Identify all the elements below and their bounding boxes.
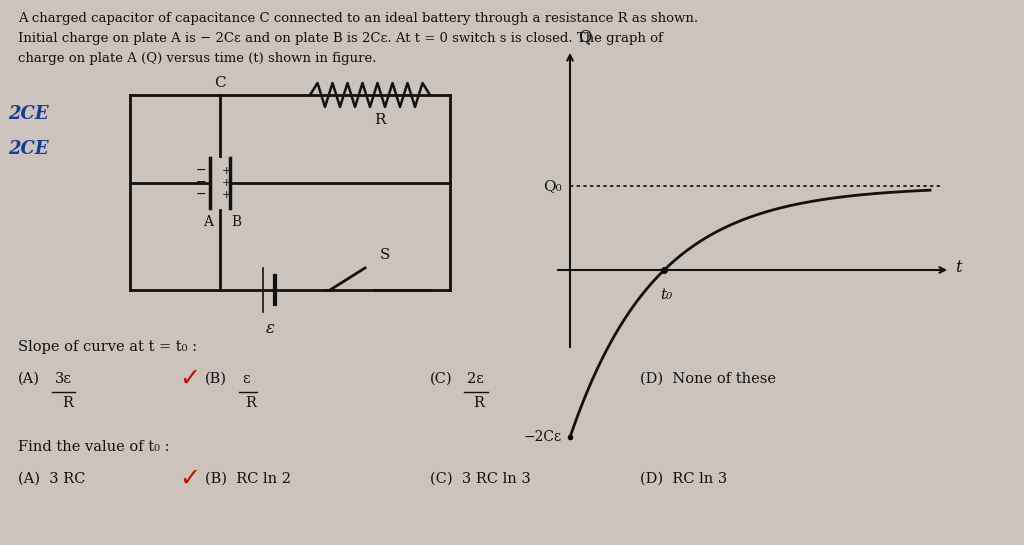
Text: C: C xyxy=(214,76,226,90)
Text: 2CE: 2CE xyxy=(8,140,48,158)
Text: ε: ε xyxy=(265,320,274,337)
Text: R: R xyxy=(473,396,484,410)
Text: Q: Q xyxy=(578,28,592,45)
Text: t: t xyxy=(955,259,962,276)
Text: (A): (A) xyxy=(18,372,40,386)
Text: −2Cε: −2Cε xyxy=(524,430,562,444)
Text: +: + xyxy=(222,178,231,187)
Text: A: A xyxy=(203,215,213,229)
Text: (B): (B) xyxy=(205,372,227,386)
Text: S: S xyxy=(380,248,390,262)
Text: 3ε: 3ε xyxy=(55,372,72,386)
Text: +: + xyxy=(222,166,231,175)
Text: t₀: t₀ xyxy=(660,288,673,302)
Text: (D)  RC ln 3: (D) RC ln 3 xyxy=(640,472,727,486)
Text: ✓: ✓ xyxy=(179,367,200,391)
Text: R: R xyxy=(245,396,256,410)
Text: B: B xyxy=(231,215,241,229)
Text: ε: ε xyxy=(242,372,250,386)
Text: (C)  3 RC ln 3: (C) 3 RC ln 3 xyxy=(430,472,530,486)
Text: −: − xyxy=(196,188,207,201)
Text: −: − xyxy=(196,176,207,189)
Text: R: R xyxy=(374,113,386,127)
Text: (D)  None of these: (D) None of these xyxy=(640,372,776,386)
Text: (A)  3 RC: (A) 3 RC xyxy=(18,472,85,486)
Text: R: R xyxy=(62,396,73,410)
Text: 2ε: 2ε xyxy=(467,372,484,386)
Text: Find the value of t₀ :: Find the value of t₀ : xyxy=(18,440,170,454)
Text: Initial charge on plate A is − 2Cε and on plate B is 2Cε. At t = 0 switch s is c: Initial charge on plate A is − 2Cε and o… xyxy=(18,32,663,45)
Text: (B)  RC ln 2: (B) RC ln 2 xyxy=(205,472,291,486)
Text: Q₀: Q₀ xyxy=(544,179,562,193)
Text: A charged capacitor of capacitance C connected to an ideal battery through a res: A charged capacitor of capacitance C con… xyxy=(18,12,698,25)
Text: ✓: ✓ xyxy=(179,467,200,491)
Text: 2CE: 2CE xyxy=(8,105,48,123)
Text: Slope of curve at t = t₀ :: Slope of curve at t = t₀ : xyxy=(18,340,197,354)
Text: charge on plate A (Q) versus time (t) shown in figure.: charge on plate A (Q) versus time (t) sh… xyxy=(18,52,377,65)
Text: (C): (C) xyxy=(430,372,453,386)
Text: −: − xyxy=(196,164,207,177)
Text: +: + xyxy=(222,190,231,199)
